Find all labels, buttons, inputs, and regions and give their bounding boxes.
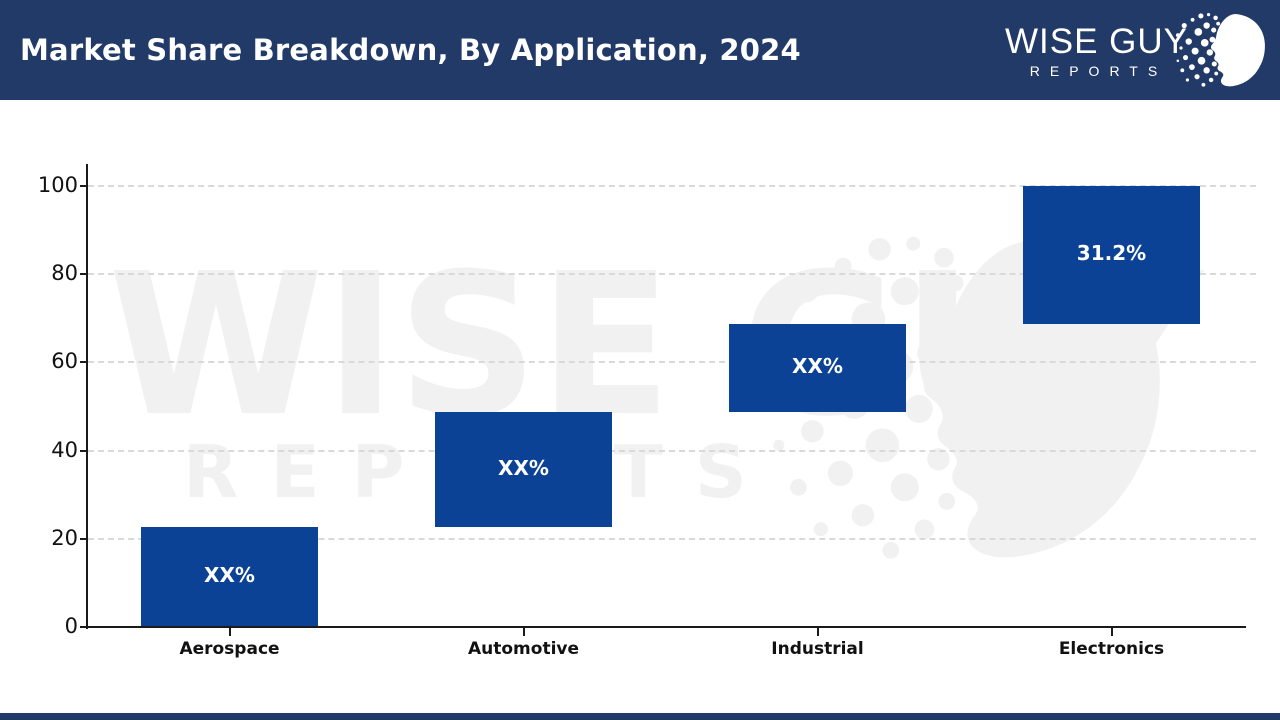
- footer-bar: [0, 713, 1280, 720]
- y-tick-label: 60: [51, 349, 78, 374]
- x-category-label: Industrial: [771, 639, 864, 659]
- bar-automotive: [435, 411, 612, 528]
- logo-text: WISE GUY REPORTS: [1005, 22, 1188, 79]
- grid-line: [88, 273, 1256, 276]
- bar-value-label: 31.2%: [1076, 240, 1147, 265]
- y-tick-label: 20: [51, 525, 78, 550]
- x-category-label: Electronics: [1058, 639, 1165, 659]
- y-axis-line: [86, 164, 88, 629]
- x-category-label: Aerospace: [179, 639, 280, 659]
- x-category-label: Automotive: [467, 639, 580, 659]
- y-axis-tick: [80, 273, 88, 276]
- x-axis-tick: [522, 627, 525, 636]
- header-bar: Market Share Breakdown, By Application, …: [0, 0, 1280, 100]
- bar-value-label: XX%: [204, 563, 255, 588]
- grid-line: [88, 361, 1256, 364]
- logo-subtitle: REPORTS: [1029, 62, 1168, 79]
- y-axis-tick: [80, 626, 88, 628]
- y-tick-label: 0: [64, 614, 78, 638]
- grid-line: [88, 537, 1256, 540]
- x-axis-tick: [228, 627, 231, 636]
- grid-line: [88, 449, 1256, 452]
- bar-electronics: [1023, 186, 1200, 324]
- y-tick-label: 100: [37, 173, 78, 197]
- x-axis-tick: [1110, 627, 1113, 636]
- x-axis-tick: [816, 627, 819, 636]
- logo-wordmark: WISE GUY: [1004, 21, 1188, 61]
- grid-line: [88, 185, 1256, 187]
- y-axis-tick: [80, 361, 88, 364]
- y-axis-tick: [80, 449, 88, 452]
- y-axis-tick: [80, 185, 88, 187]
- chart-title: Market Share Breakdown, By Application, …: [20, 33, 801, 67]
- dotted-face-icon: [1175, 12, 1265, 87]
- y-tick-label: 80: [51, 261, 78, 286]
- wise-guy-reports-logo: WISE GUY REPORTS: [1005, 12, 1270, 89]
- bar-value-label: XX%: [792, 353, 843, 378]
- y-tick-label: 40: [51, 437, 78, 462]
- bar-value-label: XX%: [498, 455, 549, 480]
- y-axis-tick: [80, 537, 88, 540]
- bar-aerospace: [141, 527, 318, 627]
- x-axis-line: [86, 626, 1246, 628]
- bar-industrial: [729, 323, 906, 412]
